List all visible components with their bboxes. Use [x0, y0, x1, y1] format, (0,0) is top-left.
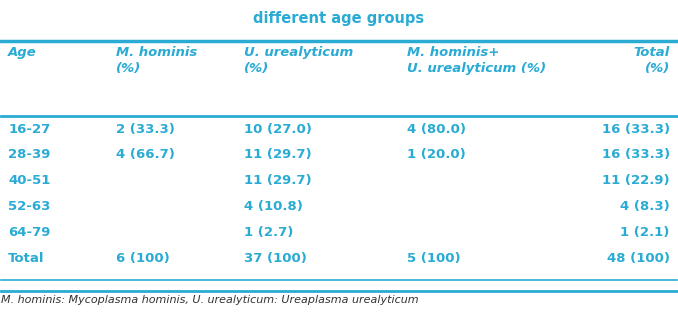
Text: Total: Total	[8, 252, 45, 265]
Text: 4 (66.7): 4 (66.7)	[116, 149, 175, 162]
Text: M. hominis
(%): M. hominis (%)	[116, 45, 197, 74]
Text: 28-39: 28-39	[8, 149, 51, 162]
Text: 2 (33.3): 2 (33.3)	[116, 122, 175, 135]
Text: 64-79: 64-79	[8, 226, 51, 239]
Text: U. urealyticum
(%): U. urealyticum (%)	[245, 45, 354, 74]
Text: 11 (29.7): 11 (29.7)	[245, 149, 312, 162]
Text: 4 (10.8): 4 (10.8)	[245, 200, 303, 213]
Text: 1 (20.0): 1 (20.0)	[407, 149, 465, 162]
Text: 6 (100): 6 (100)	[116, 252, 170, 265]
Text: 5 (100): 5 (100)	[407, 252, 460, 265]
Text: 4 (8.3): 4 (8.3)	[620, 200, 670, 213]
Text: 48 (100): 48 (100)	[607, 252, 670, 265]
Text: 40-51: 40-51	[8, 174, 51, 187]
Text: 4 (80.0): 4 (80.0)	[407, 122, 466, 135]
Text: M. hominis: Mycoplasma hominis, U. urealyticum: Ureaplasma urealyticum: M. hominis: Mycoplasma hominis, U. ureal…	[1, 294, 419, 305]
Text: 1 (2.1): 1 (2.1)	[620, 226, 670, 239]
Text: 1 (2.7): 1 (2.7)	[245, 226, 294, 239]
Text: Total
(%): Total (%)	[634, 45, 670, 74]
Text: 16 (33.3): 16 (33.3)	[602, 149, 670, 162]
Text: Age: Age	[8, 45, 37, 59]
Text: 11 (29.7): 11 (29.7)	[245, 174, 312, 187]
Text: 52-63: 52-63	[8, 200, 51, 213]
Text: 16 (33.3): 16 (33.3)	[602, 122, 670, 135]
Text: 11 (22.9): 11 (22.9)	[602, 174, 670, 187]
Text: 10 (27.0): 10 (27.0)	[245, 122, 313, 135]
Text: M. hominis+
U. urealyticum (%): M. hominis+ U. urealyticum (%)	[407, 45, 546, 74]
Text: 16-27: 16-27	[8, 122, 50, 135]
Text: different age groups: different age groups	[254, 11, 424, 26]
Text: 37 (100): 37 (100)	[245, 252, 307, 265]
